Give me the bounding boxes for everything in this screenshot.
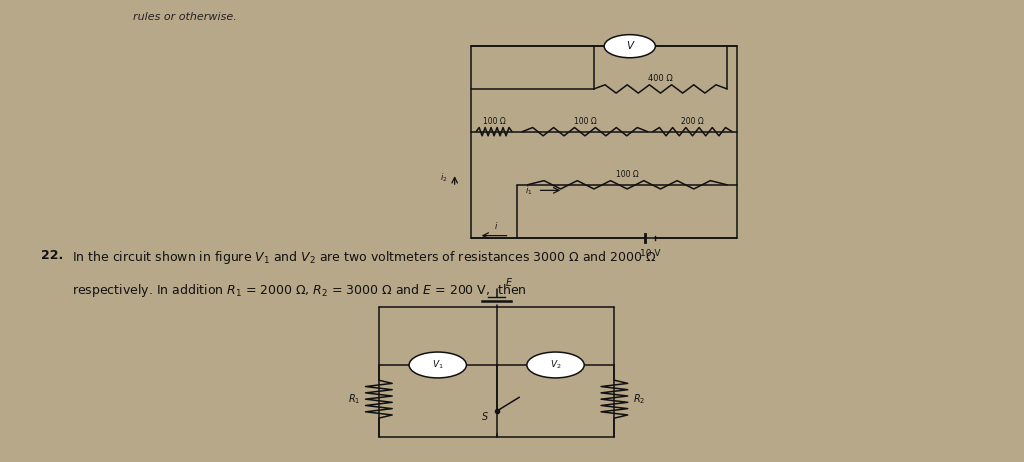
- Circle shape: [526, 352, 584, 378]
- Text: V: V: [627, 41, 633, 51]
- Text: rules or otherwise.: rules or otherwise.: [133, 12, 237, 22]
- Text: $R_1$: $R_1$: [348, 392, 360, 406]
- Text: $E$: $E$: [505, 276, 513, 288]
- Text: 22.: 22.: [41, 249, 63, 262]
- Text: 100 Ω: 100 Ω: [573, 117, 596, 126]
- Text: $i_2$: $i_2$: [440, 171, 447, 184]
- Text: respectively. In addition $R_1$ = 2000 Ω, $R_2$ = 3000 Ω and $E$ = 200 V,  then: respectively. In addition $R_1$ = 2000 Ω…: [72, 282, 526, 299]
- Text: $V_2$: $V_2$: [550, 359, 561, 371]
- Text: $i_1$: $i_1$: [525, 184, 532, 197]
- Circle shape: [604, 35, 655, 58]
- Text: $S$: $S$: [480, 410, 488, 422]
- Text: $V_1$: $V_1$: [432, 359, 443, 371]
- Text: $R_2$: $R_2$: [633, 392, 645, 406]
- Text: 200 Ω: 200 Ω: [681, 117, 703, 126]
- Text: 100 Ω: 100 Ω: [615, 170, 639, 179]
- Text: 10 V: 10 V: [640, 249, 660, 258]
- Text: In the circuit shown in figure $V_1$ and $V_2$ are two voltmeters of resistances: In the circuit shown in figure $V_1$ and…: [72, 249, 656, 267]
- Text: $i$: $i$: [494, 220, 499, 231]
- Text: 400 Ω: 400 Ω: [648, 74, 673, 83]
- Text: 100 Ω: 100 Ω: [482, 117, 506, 126]
- Circle shape: [409, 352, 467, 378]
